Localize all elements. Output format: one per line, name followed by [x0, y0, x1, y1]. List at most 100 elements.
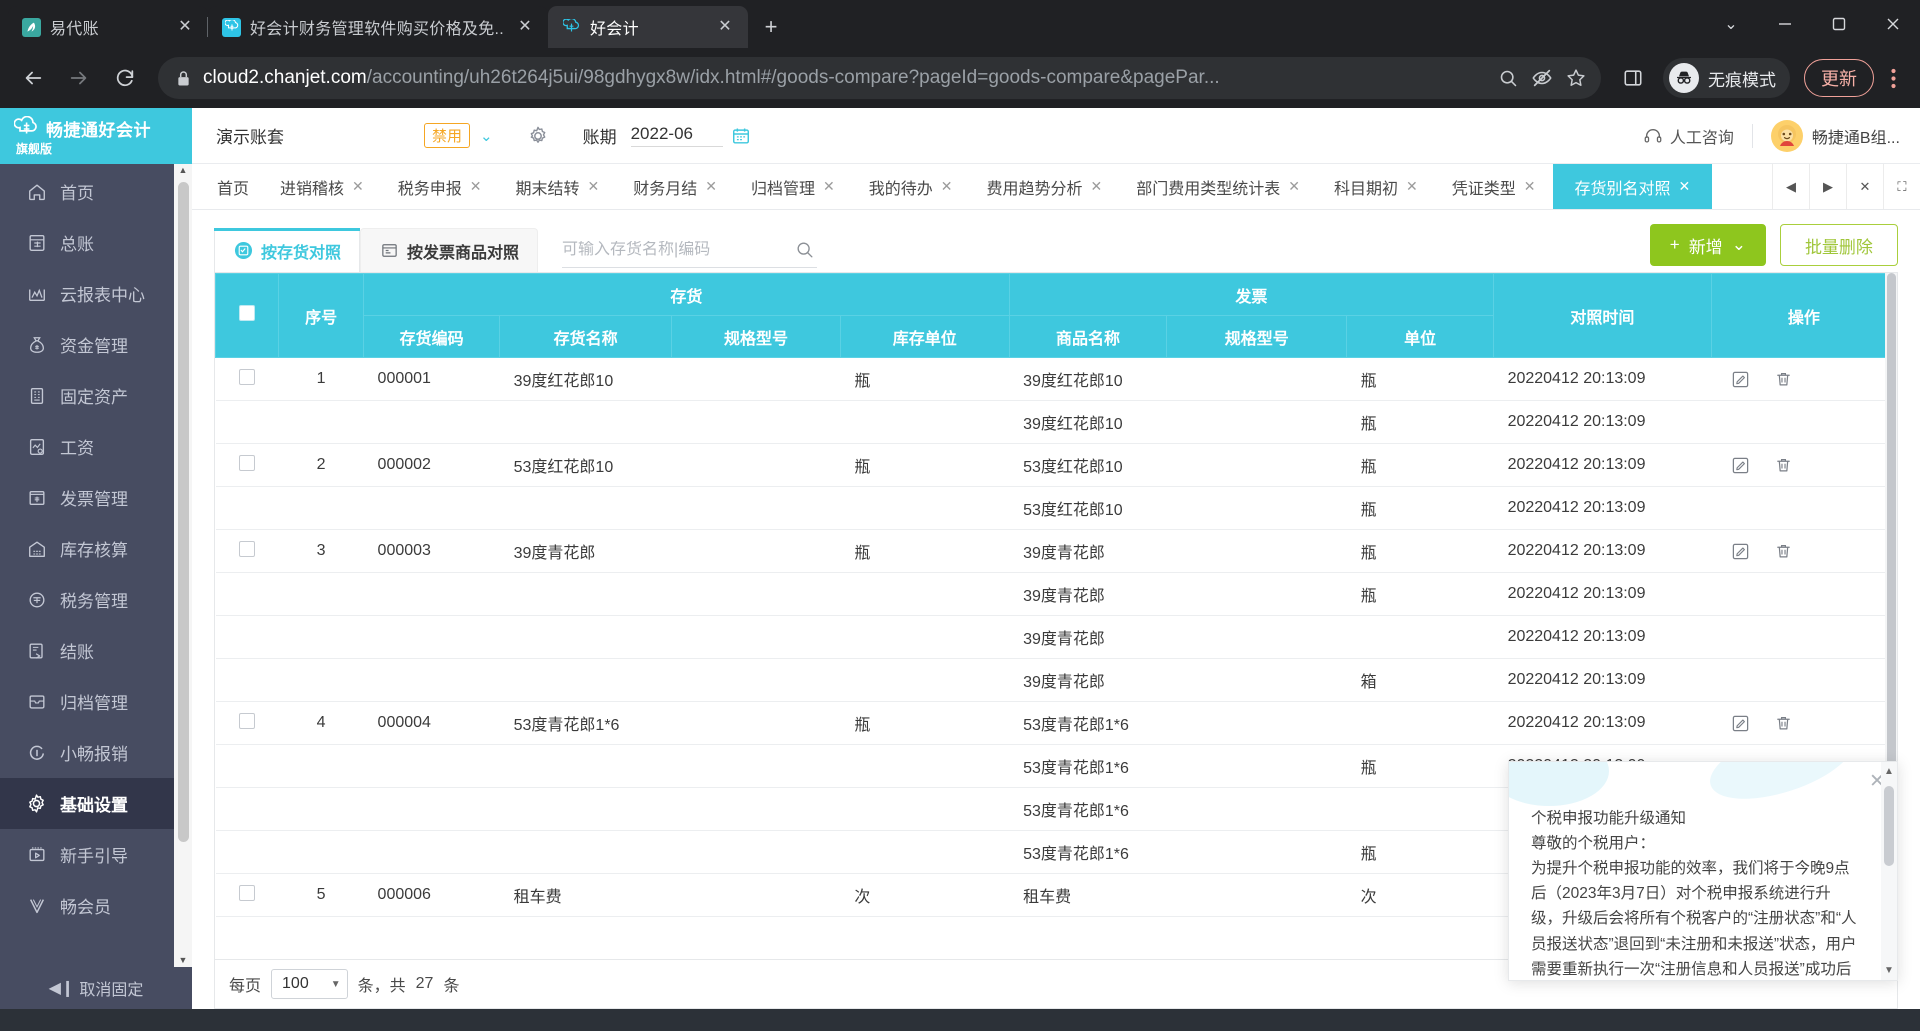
- browser-menu-icon[interactable]: [1878, 58, 1908, 98]
- delete-icon[interactable]: [1774, 370, 1793, 389]
- cell-checkbox[interactable]: [215, 787, 279, 831]
- page-tab-subject-opening[interactable]: 科目期初 ✕: [1317, 164, 1435, 209]
- reload-icon[interactable]: [104, 57, 146, 99]
- close-icon[interactable]: ✕: [1406, 178, 1418, 194]
- window-close-icon[interactable]: [1866, 0, 1920, 48]
- cell-checkbox[interactable]: [215, 400, 279, 444]
- forward-icon[interactable]: [58, 57, 100, 99]
- close-icon[interactable]: ✕: [469, 178, 482, 194]
- browser-tab-2[interactable]: 好会计 ✕: [548, 6, 748, 48]
- delete-icon[interactable]: [1774, 542, 1793, 561]
- back-icon[interactable]: [12, 57, 54, 99]
- cell-operation[interactable]: [1711, 486, 1897, 530]
- sidebar-item-ledger[interactable]: 总账: [0, 217, 192, 268]
- address-bar[interactable]: cloud2.chanjet.com/accounting/uh26t264j5…: [158, 57, 1601, 99]
- close-icon[interactable]: ✕: [940, 178, 953, 194]
- search-icon[interactable]: [795, 240, 817, 260]
- chevron-down-icon[interactable]: ⌄: [1724, 16, 1738, 33]
- period-value[interactable]: 2022-06: [630, 124, 723, 147]
- table-row[interactable]: 2 000002 53度红花郎10 瓶 53度红花郎10 瓶 20220412 20:13:…: [215, 443, 1897, 487]
- sidebar-item-closing[interactable]: 结账: [0, 625, 192, 676]
- cell-operation[interactable]: [1711, 400, 1897, 444]
- scroll-up-icon[interactable]: ▲: [1884, 766, 1894, 777]
- browser-tab-0[interactable]: 易代账 ✕: [8, 6, 208, 48]
- search-icon[interactable]: [1498, 68, 1519, 89]
- cell-checkbox[interactable]: [215, 572, 279, 616]
- close-icon[interactable]: ✕: [1090, 178, 1103, 194]
- cell-checkbox[interactable]: [215, 529, 279, 573]
- edit-icon[interactable]: [1731, 456, 1750, 475]
- select-all-header[interactable]: [214, 273, 280, 358]
- avatar[interactable]: [1770, 119, 1803, 152]
- new-tab-button[interactable]: +: [764, 14, 778, 39]
- row-checkbox[interactable]: [239, 454, 256, 471]
- close-icon[interactable]: ✕: [352, 178, 364, 194]
- scrollbar-thumb[interactable]: [1884, 786, 1894, 866]
- sidebar-item-cloud-reports[interactable]: 云报表中心: [0, 268, 192, 319]
- tabs-next-icon[interactable]: ▶: [1808, 164, 1846, 209]
- table-row[interactable]: 39度青花郎 瓶 20220412 20:13:09: [215, 572, 1897, 616]
- tabs-close-all-icon[interactable]: ✕: [1845, 164, 1883, 209]
- table-row[interactable]: 3 000003 39度青花郎瓶 39度青花郎瓶 20220412 20:13:09: [215, 529, 1897, 573]
- batch-delete-button[interactable]: 批量删除: [1779, 224, 1898, 266]
- sidebar-item-funds[interactable]: 资金管理: [0, 319, 192, 370]
- page-tab-period-end[interactable]: 期末结转 ✕: [499, 164, 617, 209]
- search-box[interactable]: [562, 232, 818, 268]
- close-icon[interactable]: ✕: [823, 178, 835, 194]
- cell-checkbox[interactable]: [215, 658, 279, 702]
- chevron-down-icon[interactable]: ⌄: [480, 127, 493, 145]
- table-row[interactable]: 4 000004 53度青花郎1*6 瓶 53度青花郎1*6 20220412 20:13…: [215, 701, 1897, 745]
- incognito-indicator[interactable]: 无痕模式: [1663, 58, 1790, 98]
- sidebar-item-home[interactable]: 首页: [0, 166, 192, 217]
- scroll-up-icon[interactable]: ▲: [178, 165, 188, 175]
- close-icon[interactable]: ✕: [1523, 178, 1536, 194]
- gear-icon[interactable]: [527, 125, 549, 147]
- cell-operation[interactable]: [1711, 443, 1897, 487]
- cell-checkbox[interactable]: [215, 486, 279, 530]
- sidebar-item-archive[interactable]: 归档管理: [0, 676, 192, 727]
- fullscreen-icon[interactable]: ⛶: [1882, 164, 1920, 209]
- page-tab-monthly-close[interactable]: 财务月结 ✕: [616, 164, 734, 209]
- sidebar-item-invoice[interactable]: 发票管理: [0, 472, 192, 523]
- page-tab-home[interactable]: 首页: [192, 164, 263, 209]
- delete-icon[interactable]: [1774, 714, 1793, 733]
- cell-operation[interactable]: [1711, 572, 1897, 616]
- cell-operation[interactable]: [1711, 658, 1897, 702]
- select-all-checkbox[interactable]: [239, 305, 256, 321]
- update-button[interactable]: 更新: [1804, 59, 1874, 97]
- cell-operation[interactable]: [1711, 615, 1897, 659]
- page-tab-dept-expense-stats[interactable]: 部门费用类型统计表 ✕: [1119, 164, 1317, 209]
- sidebar-item-tax[interactable]: 税务管理: [0, 574, 192, 625]
- sidebar-item-reimburse[interactable]: 小畅报销: [0, 727, 192, 778]
- cell-operation[interactable]: [1711, 357, 1897, 401]
- cell-checkbox[interactable]: [215, 744, 279, 788]
- tabs-prev-icon[interactable]: ◀: [1771, 164, 1809, 209]
- page-tab-inventory-alias-compare[interactable]: 存货别名对照 ✕: [1552, 164, 1713, 209]
- user-name[interactable]: 畅捷通B组...: [1811, 129, 1900, 147]
- sidebar-item-basic-settings[interactable]: 基础设置: [0, 778, 192, 829]
- delete-icon[interactable]: [1774, 456, 1793, 475]
- search-input[interactable]: [562, 240, 796, 259]
- scroll-down-icon[interactable]: ▼: [178, 955, 188, 965]
- sidebar-item-vip[interactable]: 畅会员: [0, 880, 192, 931]
- row-checkbox[interactable]: [239, 368, 256, 385]
- cell-operation[interactable]: [1711, 701, 1897, 745]
- page-tab-my-todo[interactable]: 我的待办 ✕: [852, 164, 970, 209]
- subtab-by-invoice-goods[interactable]: 按发票商品对照: [360, 228, 539, 272]
- close-icon[interactable]: ✕: [178, 18, 192, 35]
- cell-checkbox[interactable]: [215, 830, 279, 874]
- side-panel-icon[interactable]: [1613, 58, 1653, 98]
- eye-off-icon[interactable]: [1531, 67, 1553, 89]
- close-icon[interactable]: ✕: [1288, 178, 1301, 194]
- table-row[interactable]: 39度红花郎10 瓶 20220412 20:13:09: [215, 400, 1897, 444]
- sidebar-item-payroll[interactable]: 工资: [0, 421, 192, 472]
- edit-icon[interactable]: [1731, 714, 1750, 733]
- per-page-select[interactable]: 100 ▼: [271, 969, 348, 999]
- cell-checkbox[interactable]: [215, 873, 279, 917]
- row-checkbox[interactable]: [239, 712, 256, 729]
- maximize-icon[interactable]: [1812, 0, 1866, 48]
- close-icon[interactable]: ✕: [718, 18, 732, 35]
- cell-checkbox[interactable]: [215, 357, 279, 401]
- support-link[interactable]: 人工咨询: [1643, 124, 1734, 148]
